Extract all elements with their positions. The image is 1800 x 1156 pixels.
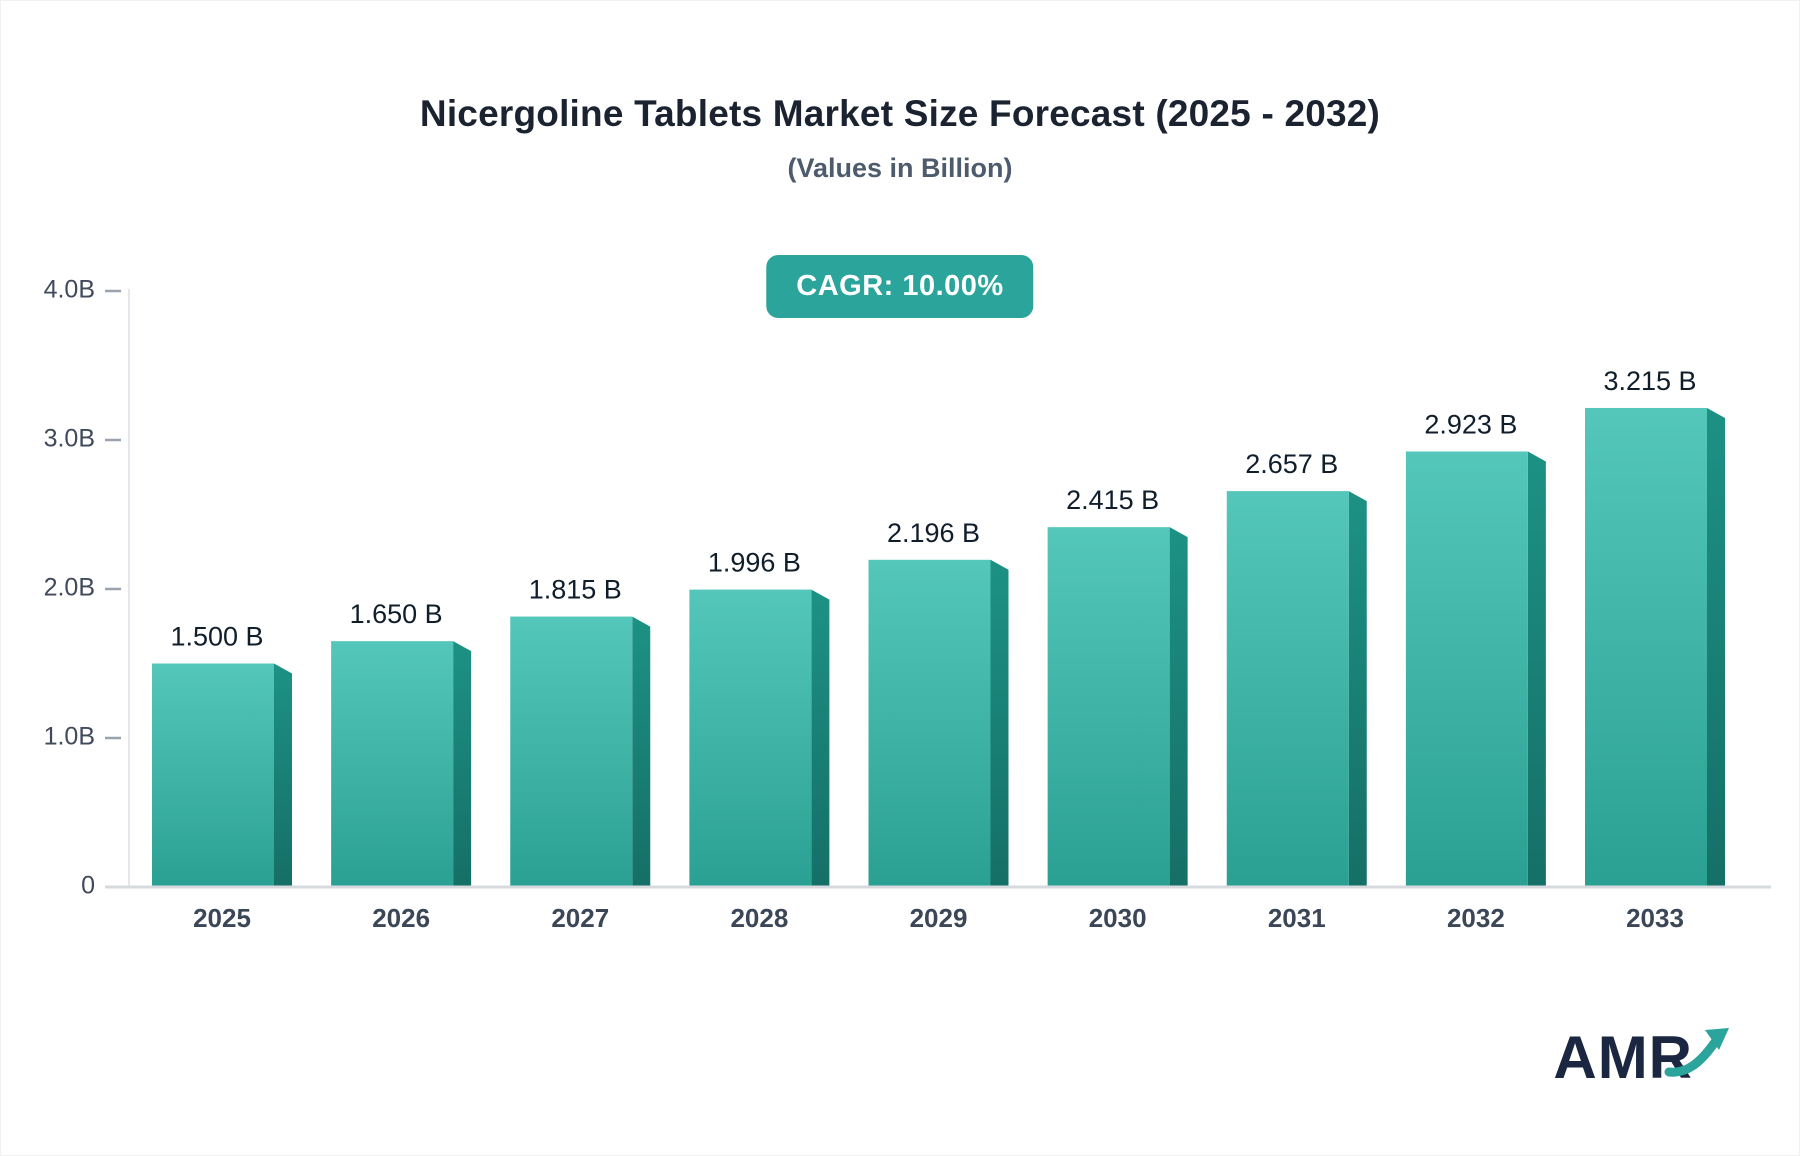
amr-logo: AMR xyxy=(1553,1023,1735,1092)
bar-group: 3.215 B 2033 xyxy=(1585,366,1725,933)
bar-value-label: 1.500 B xyxy=(170,622,263,652)
bar-value-label: 1.815 B xyxy=(529,575,622,605)
bar-group: 2.196 B 2029 xyxy=(868,518,1009,933)
bar-value-label: 2.415 B xyxy=(1066,485,1159,515)
bar-group: 1.815 B 2027 xyxy=(510,575,651,933)
bar-front-face xyxy=(1405,451,1528,887)
cagr-badge: CAGR: 10.00% xyxy=(766,255,1034,318)
bar-side-face xyxy=(811,589,830,887)
bar-value-label: 2.923 B xyxy=(1424,409,1517,439)
bar-front-face xyxy=(331,641,454,887)
bar-value-label: 1.996 B xyxy=(708,548,801,578)
y-tick-label: 4.0B xyxy=(44,276,95,304)
bar-front-face xyxy=(868,559,991,887)
bar-side-face xyxy=(1527,451,1546,887)
bar-front-face xyxy=(152,663,274,887)
x-category-label: 2027 xyxy=(551,903,609,933)
y-tick-label: 1.0B xyxy=(44,723,95,751)
chart-subtitle: (Values in Billion) xyxy=(787,153,1013,183)
bar-side-face xyxy=(990,559,1009,887)
bar-side-face xyxy=(1348,491,1367,887)
x-category-label: 2025 xyxy=(193,903,251,933)
x-category-label: 2033 xyxy=(1626,903,1684,933)
x-category-label: 2030 xyxy=(1089,903,1147,933)
chart-title: Nicergoline Tablets Market Size Forecast… xyxy=(419,93,1381,134)
bar-value-label: 2.657 B xyxy=(1245,449,1338,479)
bar-group: 1.650 B 2026 xyxy=(331,599,472,933)
bar-group: 2.415 B 2030 xyxy=(1047,485,1188,933)
bar-value-label: 2.196 B xyxy=(887,518,980,548)
bar-group: 2.657 B 2031 xyxy=(1226,449,1367,933)
bar-group: 1.996 B 2028 xyxy=(689,548,830,933)
bar-side-face xyxy=(1707,407,1725,887)
x-category-label: 2028 xyxy=(730,903,788,933)
bar-group: 1.500 B 2025 xyxy=(152,622,292,933)
bar-side-face xyxy=(632,616,651,887)
y-tick-label: 3.0B xyxy=(44,425,95,453)
amr-logo-arrow-icon xyxy=(1664,1027,1729,1077)
bar-front-face xyxy=(689,589,812,887)
x-category-label: 2026 xyxy=(372,903,430,933)
x-category-label: 2029 xyxy=(910,903,968,933)
x-category-label: 2032 xyxy=(1447,903,1505,933)
bar-front-face xyxy=(510,616,633,887)
bar-side-face xyxy=(274,663,292,887)
amr-logo-text: AMR xyxy=(1553,1024,1693,1091)
x-category-label: 2031 xyxy=(1268,903,1326,933)
bar-side-face xyxy=(1169,527,1188,887)
bar-value-label: 3.215 B xyxy=(1603,366,1696,396)
bar-front-face xyxy=(1047,527,1170,887)
bar-group: 2.923 B 2032 xyxy=(1405,409,1546,933)
bar-side-face xyxy=(453,641,472,887)
bar-value-label: 1.650 B xyxy=(350,599,443,629)
bar-front-face xyxy=(1585,407,1707,887)
y-tick-label: 0 xyxy=(81,872,95,900)
bar-front-face xyxy=(1226,491,1349,887)
y-tick-label: 2.0B xyxy=(44,574,95,602)
